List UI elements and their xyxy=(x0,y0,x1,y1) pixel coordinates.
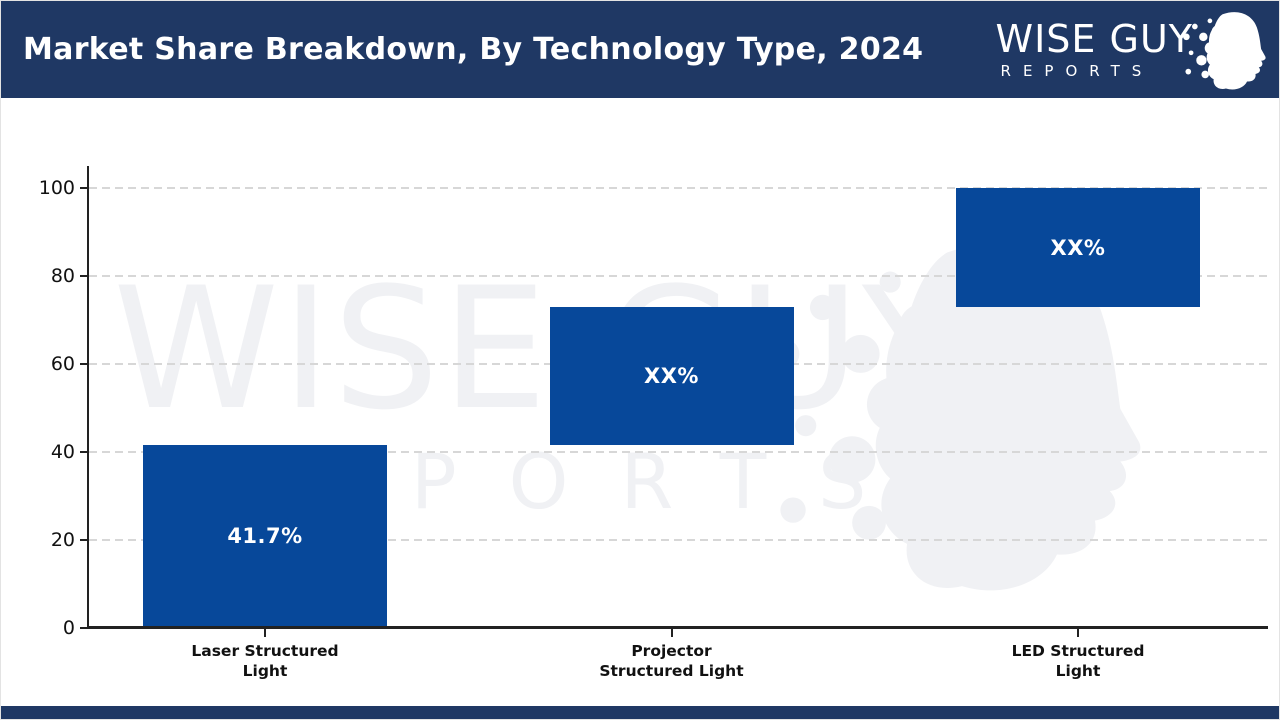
y-axis-tick xyxy=(80,451,88,453)
wise-guy-reports-logo: WISE GUY REPORTS xyxy=(996,6,1271,94)
y-axis-tick-label: 20 xyxy=(50,529,75,551)
bar-segment: 41.7% xyxy=(143,444,387,628)
y-axis-tick-label: 60 xyxy=(50,353,75,375)
logo-wordmark: WISE GUY xyxy=(995,16,1193,61)
y-axis-tick xyxy=(80,363,88,365)
gridline xyxy=(89,187,1267,189)
bar-value-label: XX% xyxy=(644,363,699,388)
y-axis-tick xyxy=(80,187,88,189)
y-axis-tick-label: 100 xyxy=(38,177,75,199)
y-axis-tick xyxy=(80,627,88,629)
x-category-label: Laser Structured Light xyxy=(191,642,339,680)
header-band: Market Share Breakdown, By Technology Ty… xyxy=(1,1,1279,98)
footer-band xyxy=(1,706,1279,719)
bar-value-label: XX% xyxy=(1050,235,1106,260)
watermark-wordmark: WISE GUY xyxy=(113,251,967,447)
y-axis-tick xyxy=(80,539,88,541)
y-axis-tick-label: 40 xyxy=(50,441,75,463)
x-axis-line xyxy=(87,626,1268,629)
gridline xyxy=(89,451,1267,453)
x-axis-tick xyxy=(264,629,266,637)
gridline xyxy=(89,539,1267,541)
gridline xyxy=(89,275,1267,277)
logo-subtitle: REPORTS xyxy=(1000,61,1154,80)
bar-value-label: 41.7% xyxy=(227,524,303,549)
x-category-label: Projector Structured Light xyxy=(599,642,744,680)
y-axis-tick-label: 0 xyxy=(62,617,75,639)
y-axis-tick xyxy=(80,275,88,277)
page-title: Market Share Breakdown, By Technology Ty… xyxy=(23,32,924,67)
bar-segment: XX% xyxy=(549,307,794,445)
x-axis-tick xyxy=(1077,629,1079,637)
x-category-label: LED Structured Light xyxy=(1011,642,1145,680)
x-axis-tick xyxy=(670,629,673,637)
bar-segment: XX% xyxy=(956,188,1200,308)
y-axis-line xyxy=(87,166,89,628)
logo-text: WISE GUY REPORTS xyxy=(996,20,1193,80)
dotted-face-logo-icon xyxy=(1183,11,1266,89)
y-axis-tick-label: 80 xyxy=(50,265,75,287)
